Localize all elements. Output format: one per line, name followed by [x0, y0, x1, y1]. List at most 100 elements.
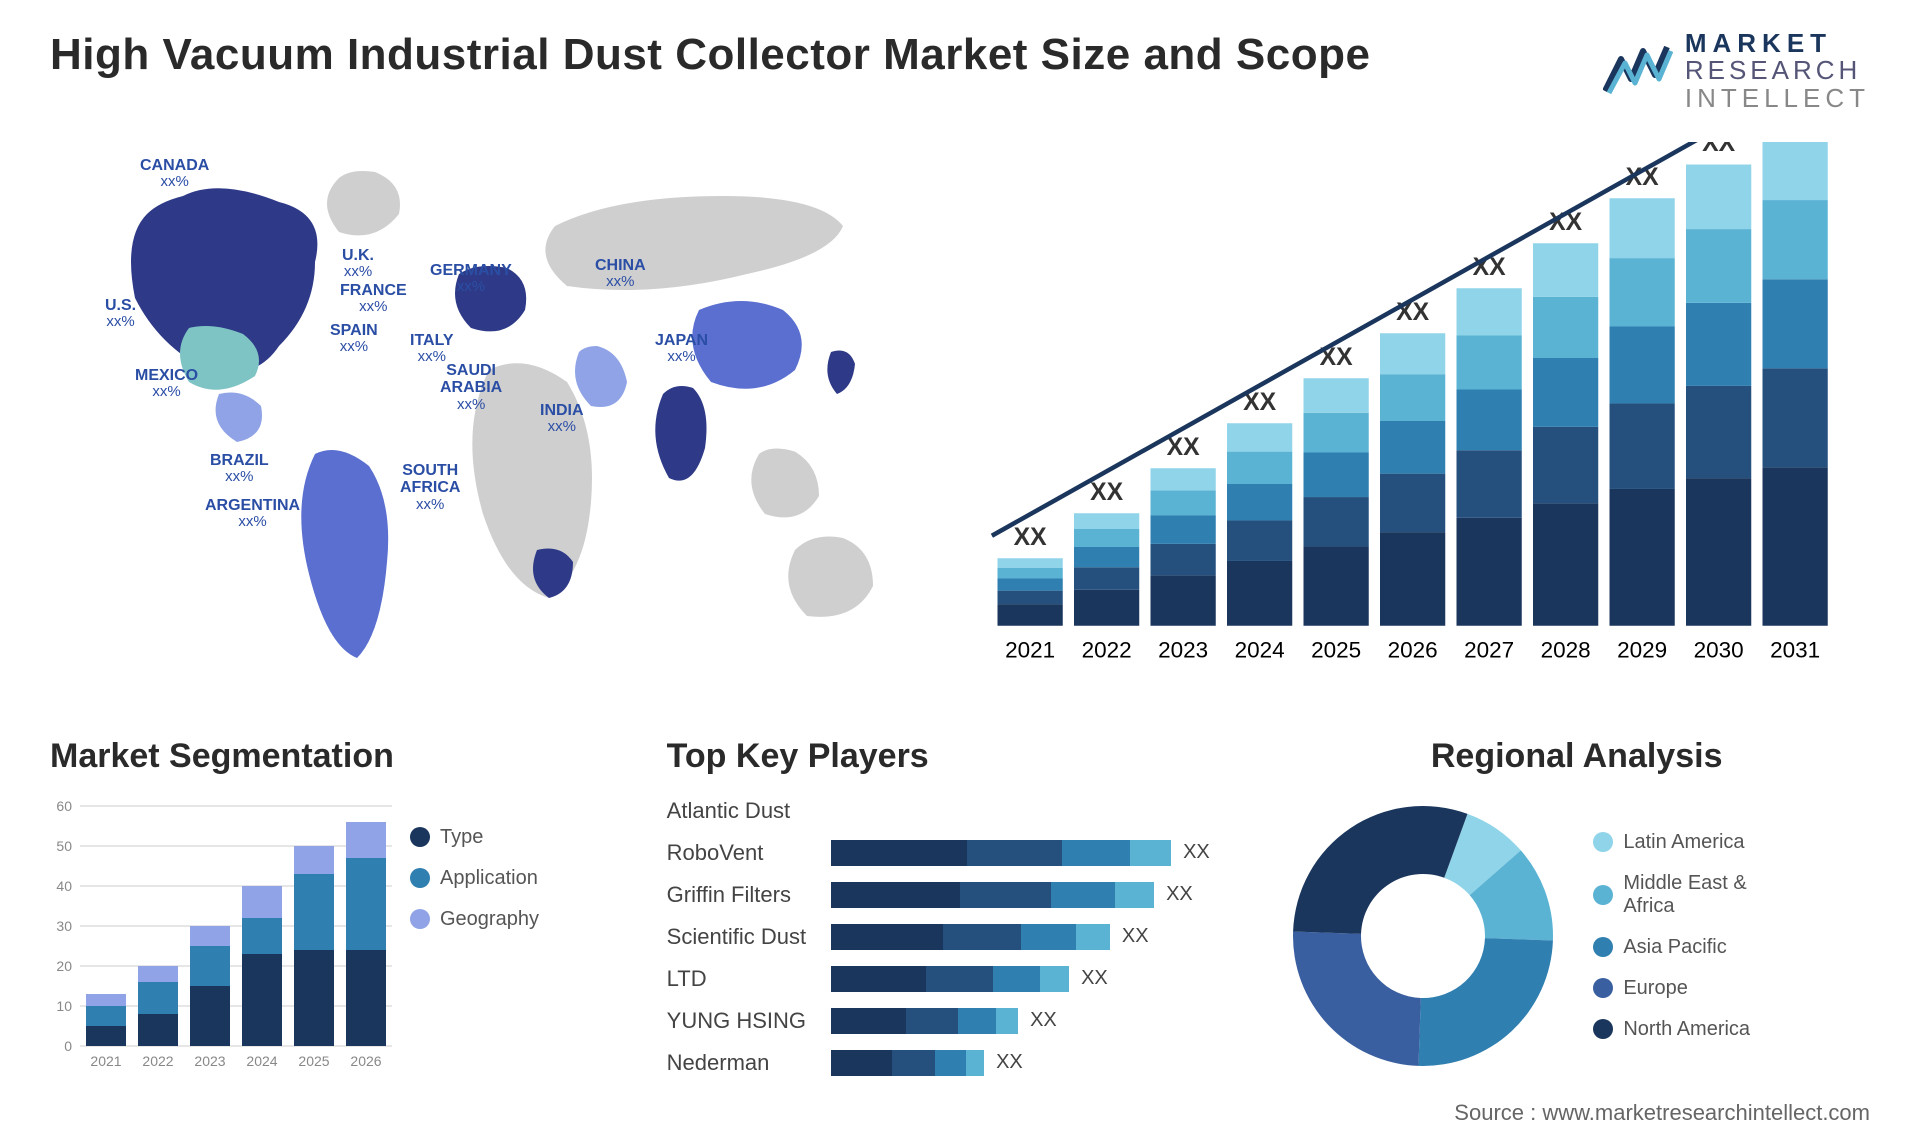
players-title: Top Key Players — [667, 737, 1254, 776]
svg-text:2025: 2025 — [298, 1053, 329, 1069]
legend-dot — [410, 827, 430, 847]
svg-text:XX: XX — [1167, 434, 1201, 461]
player-name: Nederman — [667, 1048, 806, 1078]
legend-item: North America — [1593, 1018, 1750, 1041]
player-name: Atlantic Dust — [667, 796, 806, 826]
legend-dot — [1593, 885, 1613, 905]
growth-bar-chart: XX2021XX2022XX2023XX2024XX2025XX2026XX20… — [980, 142, 1870, 682]
logo-icon — [1603, 41, 1673, 101]
svg-text:2024: 2024 — [1235, 637, 1285, 662]
svg-text:2022: 2022 — [142, 1053, 173, 1069]
svg-text:2026: 2026 — [350, 1053, 381, 1069]
regional-legend: Latin AmericaMiddle East &AfricaAsia Pac… — [1593, 831, 1750, 1041]
logo-line1: MARKET — [1685, 30, 1870, 57]
segmentation-title: Market Segmentation — [50, 737, 637, 776]
player-value: XX — [1183, 841, 1210, 864]
legend-dot — [410, 909, 430, 929]
page-title: High Vacuum Industrial Dust Collector Ma… — [50, 30, 1370, 80]
player-value: XX — [1166, 883, 1193, 906]
player-bar-segment — [831, 1008, 906, 1034]
player-bar-row: XX — [831, 1006, 1253, 1036]
logo-line2: RESEARCH — [1685, 57, 1870, 84]
player-bar-segment — [993, 966, 1041, 992]
player-bars-list: XXXXXXXXXXXX — [831, 796, 1253, 1078]
player-bar-segment — [926, 966, 993, 992]
player-bar-segment — [831, 1050, 892, 1076]
player-bar-segment — [958, 1008, 995, 1034]
svg-text:2024: 2024 — [246, 1053, 277, 1069]
svg-text:10: 10 — [56, 998, 72, 1014]
legend-label: Geography — [440, 908, 539, 931]
map-label: INDIAxx% — [540, 402, 584, 436]
svg-text:2030: 2030 — [1694, 637, 1744, 662]
map-label: SAUDIARABIAxx% — [440, 362, 502, 414]
player-bar-segment — [831, 882, 960, 908]
player-bar — [831, 924, 1110, 950]
player-bar — [831, 1050, 984, 1076]
player-bar — [831, 966, 1069, 992]
player-bar-segment — [892, 1050, 935, 1076]
map-label: CANADAxx% — [140, 157, 209, 191]
svg-text:2031: 2031 — [1770, 637, 1820, 662]
legend-dot — [1593, 937, 1613, 957]
brand-logo: MARKET RESEARCH INTELLECT — [1603, 30, 1870, 112]
svg-text:20: 20 — [56, 958, 72, 974]
map-label: JAPANxx% — [655, 332, 708, 366]
svg-text:2026: 2026 — [1388, 637, 1438, 662]
legend-label: Asia Pacific — [1623, 936, 1726, 959]
player-bar-segment — [831, 966, 926, 992]
player-bar-segment — [1062, 840, 1130, 866]
svg-text:2027: 2027 — [1464, 637, 1514, 662]
legend-label: North America — [1623, 1018, 1750, 1041]
svg-text:XX: XX — [1396, 299, 1430, 326]
map-label: CHINAxx% — [595, 257, 646, 291]
svg-text:2023: 2023 — [1158, 637, 1208, 662]
player-bar-segment — [1021, 924, 1077, 950]
player-bar-segment — [831, 840, 967, 866]
player-value: XX — [1081, 967, 1108, 990]
legend-item: Middle East &Africa — [1593, 872, 1750, 918]
player-bar-segment — [1076, 924, 1109, 950]
regional-title: Regional Analysis — [1283, 737, 1870, 776]
legend-dot — [1593, 1019, 1613, 1039]
world-map: CANADAxx%U.S.xx%MEXICOxx%BRAZILxx%ARGENT… — [50, 142, 940, 682]
player-bar-segment — [943, 924, 1021, 950]
player-name: YUNG HSING — [667, 1006, 806, 1036]
svg-text:40: 40 — [56, 878, 72, 894]
legend-item: Asia Pacific — [1593, 936, 1750, 959]
legend-dot — [1593, 832, 1613, 852]
player-name: Scientific Dust — [667, 922, 806, 952]
segmentation-legend: TypeApplicationGeography — [410, 826, 539, 931]
player-bar-segment — [1130, 840, 1171, 866]
segmentation-panel: Market Segmentation 01020304050602021202… — [50, 737, 637, 1078]
player-bar — [831, 840, 1171, 866]
legend-dot — [410, 868, 430, 888]
svg-text:0: 0 — [64, 1038, 72, 1054]
player-bar-segment — [1040, 966, 1069, 992]
player-bar-segment — [960, 882, 1050, 908]
player-bar-row — [831, 796, 1253, 826]
player-bar-row: XX — [831, 1048, 1253, 1078]
legend-dot — [1593, 978, 1613, 998]
player-bar-segment — [1051, 882, 1116, 908]
svg-text:50: 50 — [56, 838, 72, 854]
svg-text:XX: XX — [1090, 479, 1124, 506]
svg-text:60: 60 — [56, 798, 72, 814]
legend-label: Application — [440, 867, 538, 890]
player-bar-segment — [906, 1008, 958, 1034]
players-panel: Top Key Players Atlantic DustRoboVentGri… — [667, 737, 1254, 1078]
map-label: SPAINxx% — [330, 322, 378, 356]
segmentation-bar-chart: 0102030405060202120222023202420252026 — [50, 796, 410, 1076]
player-name: RoboVent — [667, 838, 806, 868]
player-bar-row: XX — [831, 838, 1253, 868]
svg-text:XX: XX — [1014, 524, 1048, 551]
svg-text:2028: 2028 — [1541, 637, 1591, 662]
player-name: LTD — [667, 964, 806, 994]
svg-text:30: 30 — [56, 918, 72, 934]
map-label: SOUTHAFRICAxx% — [400, 462, 460, 514]
player-bar — [831, 882, 1154, 908]
legend-label: Europe — [1623, 977, 1688, 1000]
legend-item: Geography — [410, 908, 539, 931]
player-bar-segment — [966, 1050, 984, 1076]
map-label: MEXICOxx% — [135, 367, 198, 401]
